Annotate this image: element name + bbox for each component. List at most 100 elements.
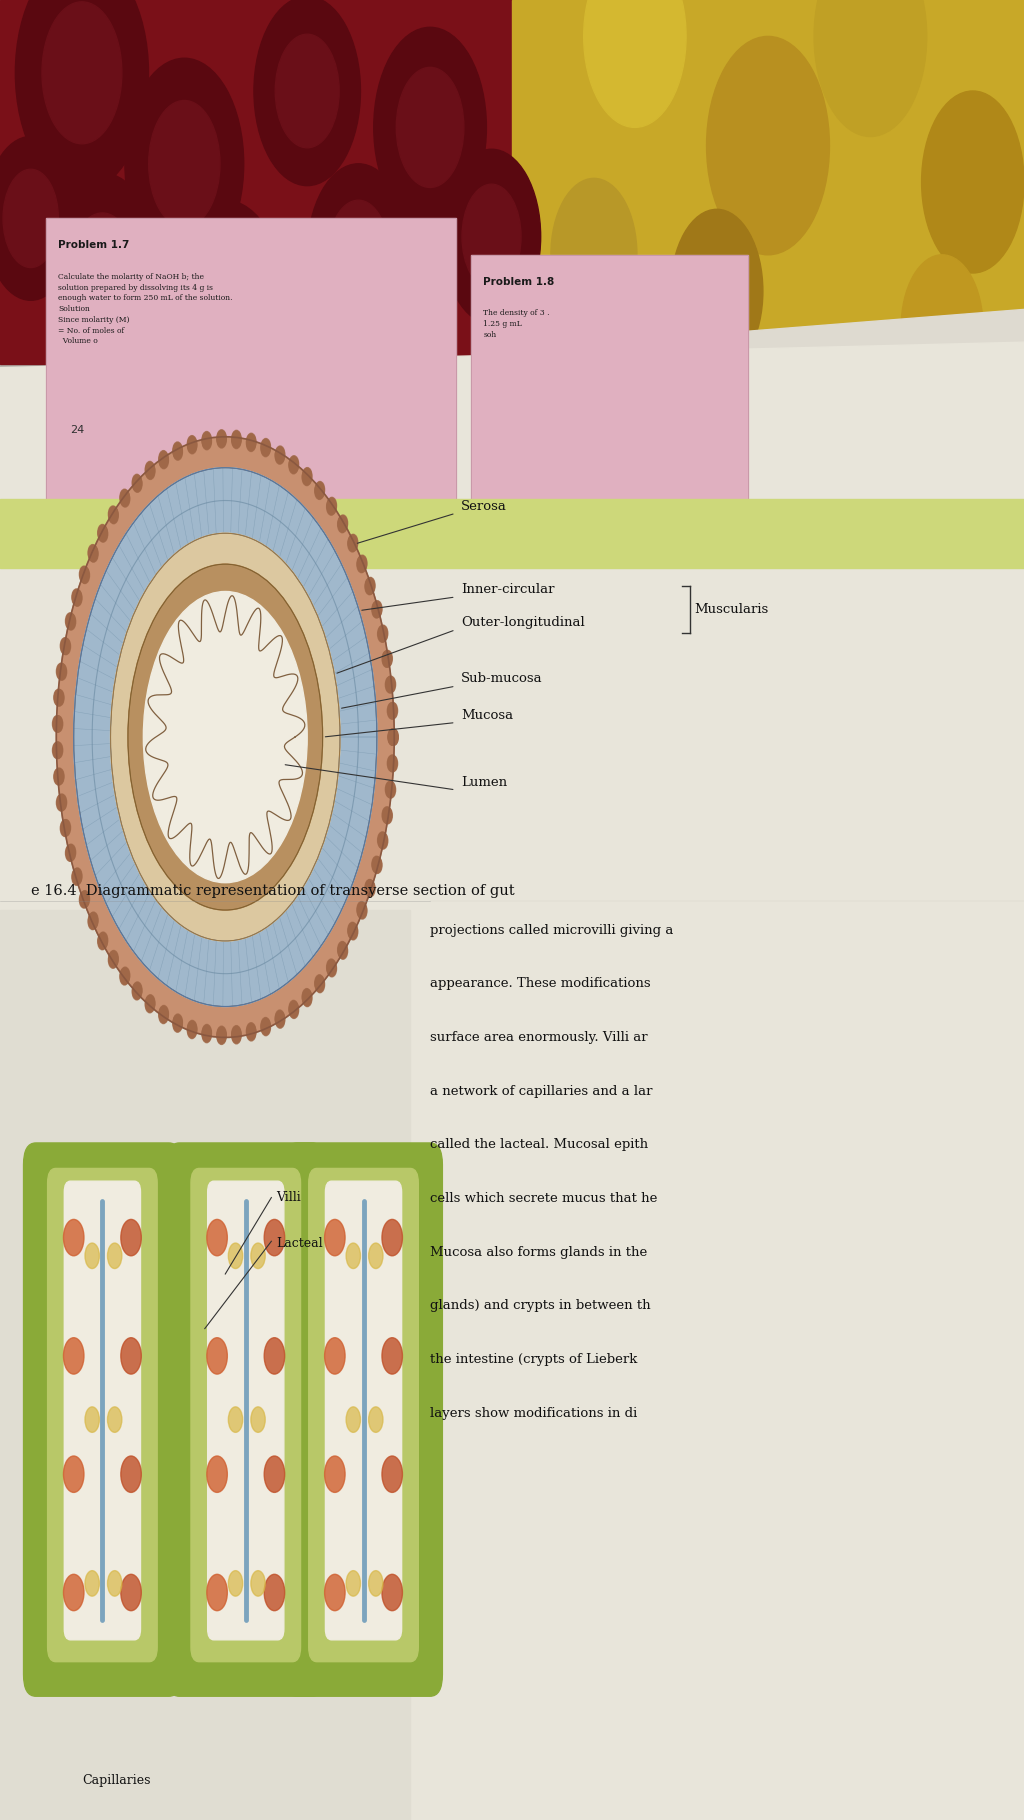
Circle shape — [388, 730, 397, 746]
Circle shape — [128, 564, 323, 910]
Circle shape — [173, 442, 182, 459]
Circle shape — [109, 506, 118, 522]
Circle shape — [54, 768, 63, 784]
Circle shape — [217, 1026, 226, 1043]
Polygon shape — [145, 595, 305, 879]
Circle shape — [108, 1407, 122, 1432]
Circle shape — [202, 1026, 211, 1043]
Circle shape — [314, 976, 324, 992]
Circle shape — [261, 1019, 270, 1036]
Circle shape — [128, 564, 323, 910]
Text: Lumen: Lumen — [461, 777, 507, 790]
Circle shape — [385, 781, 394, 797]
Circle shape — [289, 457, 298, 473]
Circle shape — [366, 879, 375, 895]
Circle shape — [247, 1023, 256, 1039]
Circle shape — [207, 1219, 227, 1256]
Circle shape — [348, 923, 357, 939]
Circle shape — [357, 901, 367, 917]
Circle shape — [303, 468, 312, 484]
Circle shape — [275, 1010, 285, 1026]
Circle shape — [187, 1021, 197, 1037]
Circle shape — [302, 988, 311, 1005]
Circle shape — [159, 1005, 168, 1021]
Text: called the lacteal. Mucosal epith: called the lacteal. Mucosal epith — [430, 1139, 648, 1152]
Circle shape — [357, 555, 367, 571]
Circle shape — [261, 439, 270, 455]
Circle shape — [145, 996, 155, 1012]
Circle shape — [121, 1219, 141, 1256]
Circle shape — [327, 959, 336, 976]
Circle shape — [88, 914, 97, 930]
Circle shape — [145, 462, 155, 479]
Circle shape — [462, 184, 521, 289]
Circle shape — [373, 601, 382, 617]
Circle shape — [382, 806, 391, 823]
Circle shape — [328, 200, 389, 309]
Circle shape — [73, 590, 82, 606]
Circle shape — [922, 91, 1024, 273]
Circle shape — [110, 950, 119, 966]
Circle shape — [264, 1338, 285, 1374]
Circle shape — [378, 626, 387, 642]
Circle shape — [57, 794, 67, 810]
Circle shape — [145, 996, 155, 1012]
Circle shape — [97, 934, 106, 950]
Circle shape — [275, 448, 285, 464]
Circle shape — [382, 1219, 402, 1256]
Circle shape — [228, 1243, 243, 1269]
Circle shape — [388, 755, 397, 772]
Circle shape — [388, 755, 397, 772]
Circle shape — [389, 730, 398, 746]
Circle shape — [145, 462, 155, 479]
Circle shape — [207, 1456, 227, 1492]
Circle shape — [378, 832, 387, 848]
Circle shape — [386, 781, 395, 797]
Circle shape — [132, 475, 141, 491]
Circle shape — [159, 453, 168, 470]
Circle shape — [173, 1014, 182, 1030]
Circle shape — [60, 819, 70, 835]
Circle shape — [85, 1571, 99, 1596]
Text: surface area enormously. Villi ar: surface area enormously. Villi ar — [430, 1032, 648, 1045]
Circle shape — [338, 515, 347, 531]
Circle shape — [261, 1017, 270, 1034]
Circle shape — [382, 1574, 402, 1611]
Circle shape — [187, 437, 197, 453]
Circle shape — [551, 178, 637, 331]
Circle shape — [67, 613, 76, 630]
Circle shape — [73, 868, 82, 885]
Circle shape — [348, 535, 357, 551]
Circle shape — [73, 868, 82, 885]
Circle shape — [442, 149, 541, 324]
Circle shape — [56, 437, 394, 1037]
Circle shape — [388, 730, 397, 746]
Circle shape — [338, 941, 347, 957]
Circle shape — [60, 639, 70, 655]
Circle shape — [132, 983, 141, 999]
Circle shape — [54, 768, 63, 784]
Circle shape — [228, 1571, 243, 1596]
Circle shape — [98, 526, 108, 542]
Circle shape — [373, 601, 382, 617]
Polygon shape — [563, 309, 1024, 728]
Circle shape — [121, 491, 130, 508]
Circle shape — [207, 1338, 227, 1374]
Circle shape — [121, 1574, 141, 1611]
Circle shape — [53, 743, 62, 759]
Circle shape — [60, 821, 70, 837]
Circle shape — [57, 664, 67, 681]
Circle shape — [98, 932, 108, 948]
Circle shape — [275, 1012, 285, 1028]
Circle shape — [173, 442, 182, 459]
Circle shape — [315, 976, 325, 992]
Circle shape — [52, 743, 61, 759]
Circle shape — [383, 808, 392, 824]
Circle shape — [275, 1010, 285, 1026]
Circle shape — [89, 912, 98, 928]
Text: Mucosa also forms glands in the: Mucosa also forms glands in the — [430, 1247, 647, 1259]
Circle shape — [173, 444, 182, 460]
Circle shape — [42, 2, 122, 144]
Circle shape — [109, 952, 118, 968]
Circle shape — [366, 577, 375, 593]
